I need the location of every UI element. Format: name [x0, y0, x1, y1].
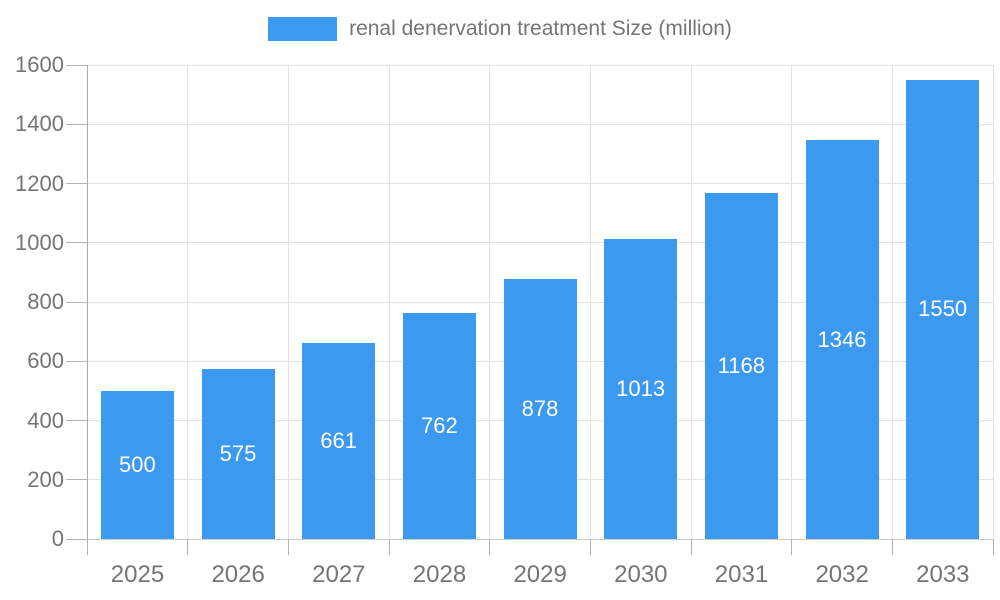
legend-label: renal denervation treatment Size (millio…	[349, 17, 732, 40]
bar-2030[interactable]: 1013	[604, 238, 678, 539]
v-gridline	[891, 65, 893, 539]
v-gridline	[992, 65, 994, 539]
bar-value-label: 661	[320, 428, 358, 454]
x-tick	[992, 539, 994, 555]
bar-value-label: 1168	[717, 352, 765, 378]
x-tick-label: 2028	[412, 561, 467, 588]
v-gridline	[187, 65, 189, 539]
bar-value-label: 1013	[616, 375, 666, 401]
x-tick	[388, 539, 390, 555]
y-tick-label: 1000	[15, 229, 64, 255]
y-tick	[66, 360, 87, 362]
x-tick	[287, 539, 289, 555]
y-tick-label: 1200	[15, 170, 64, 196]
h-gridline	[87, 183, 993, 184]
y-tick	[66, 64, 87, 66]
x-tick-label: 2029	[513, 561, 567, 588]
x-tick-label: 2030	[614, 561, 668, 588]
v-gridline	[690, 65, 692, 539]
bar-value-label: 878	[521, 395, 559, 421]
bar-value-label: 500	[118, 451, 156, 477]
x-tick	[690, 539, 692, 555]
x-tick	[791, 539, 793, 555]
h-gridline	[87, 64, 993, 66]
y-tick-label: 600	[27, 348, 64, 374]
bar-value-label: 1346	[817, 326, 867, 352]
bar-2031[interactable]: 1168	[704, 192, 778, 539]
y-tick	[66, 301, 87, 303]
y-tick	[66, 420, 87, 421]
x-tick	[891, 539, 893, 555]
x-tick	[489, 539, 491, 555]
y-axis-line	[87, 65, 88, 539]
x-tick-label: 2025	[110, 561, 165, 588]
y-tick-label: 800	[27, 289, 64, 314]
y-tick-label: 1600	[15, 52, 64, 77]
bar-2027[interactable]: 661	[302, 343, 376, 539]
y-tick	[66, 479, 87, 481]
bar-2029[interactable]: 878	[503, 278, 577, 539]
bar-value-label: 1550	[918, 296, 968, 322]
bar-value-label: 575	[219, 440, 257, 466]
y-tick-label: 400	[27, 407, 64, 433]
v-gridline	[489, 65, 491, 539]
y-tick	[66, 183, 87, 184]
bar-2033[interactable]: 1550	[906, 79, 980, 539]
y-tick	[66, 123, 87, 125]
y-tick	[66, 242, 87, 244]
x-tick	[187, 539, 189, 555]
h-gridline	[87, 123, 993, 125]
x-axis-line	[87, 539, 993, 540]
bar-2028[interactable]: 762	[402, 313, 476, 539]
bar-2025[interactable]: 500	[100, 390, 174, 539]
bar-2026[interactable]: 575	[201, 368, 275, 539]
bar-value-label: 762	[420, 413, 458, 439]
x-tick-label: 2031	[714, 561, 769, 588]
plot-area: 500 575 661 762 878 1013 1168 1346 1550	[87, 64, 994, 539]
v-gridline	[287, 65, 289, 539]
x-tick-label: 2026	[211, 561, 265, 588]
x-tick	[86, 539, 88, 555]
x-tick	[589, 539, 591, 555]
y-tick	[66, 538, 87, 540]
x-tick-label: 2027	[312, 561, 366, 588]
bar-2032[interactable]: 1346	[805, 140, 879, 539]
y-tick-label: 0	[51, 526, 64, 551]
x-tick-label: 2032	[815, 561, 869, 588]
y-tick-label: 1400	[15, 111, 64, 137]
v-gridline	[589, 65, 591, 539]
v-gridline	[791, 65, 793, 539]
x-tick-label: 2033	[916, 561, 970, 588]
h-gridline	[87, 242, 993, 244]
v-gridline	[388, 65, 390, 539]
legend-swatch	[268, 17, 338, 41]
y-tick-label: 200	[27, 466, 64, 492]
legend-item[interactable]: renal denervation treatment Size (millio…	[0, 17, 1000, 41]
